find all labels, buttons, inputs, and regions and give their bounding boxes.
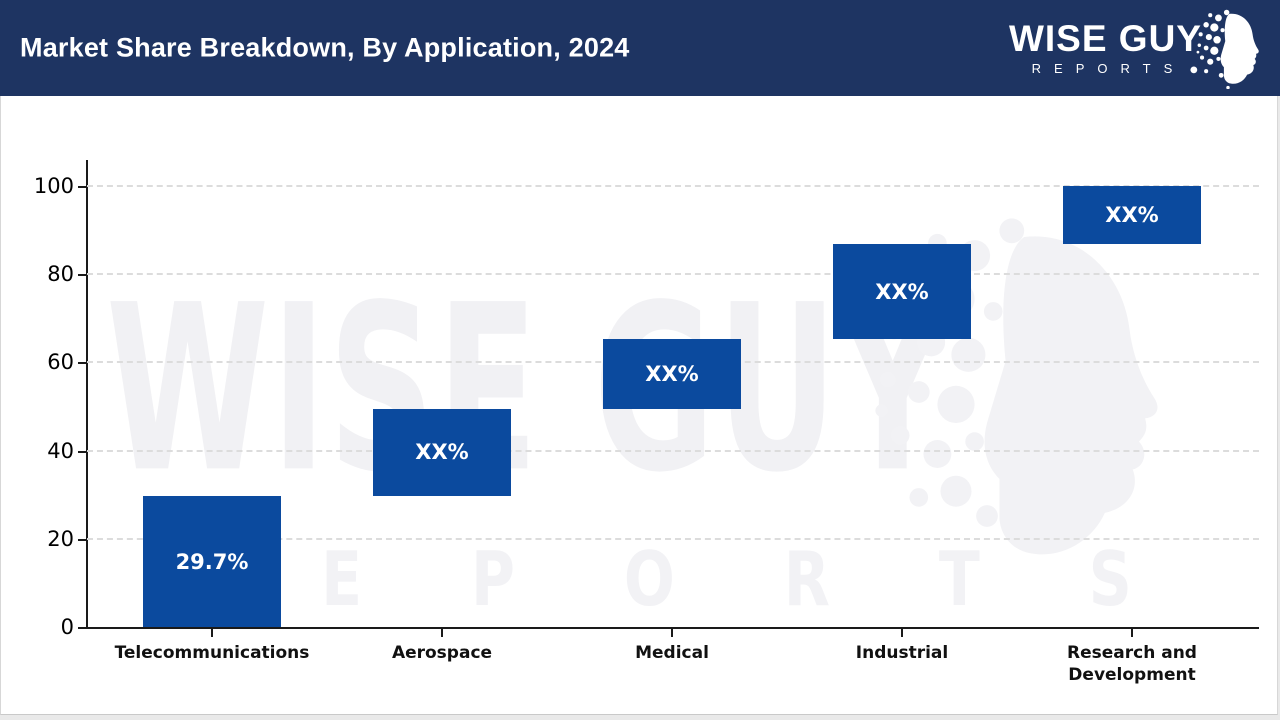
y-tick-label: 0	[60, 615, 74, 639]
y-tick-label: 40	[47, 438, 74, 463]
y-tick-label: 80	[47, 262, 74, 287]
y-axis-tick	[78, 274, 86, 277]
y-tick-label: 60	[47, 350, 74, 375]
bar-telecommunications: 29.7%	[143, 496, 281, 627]
wise-guy-reports-logo: WISE GUY REPORTS	[1009, 6, 1266, 90]
y-axis-tick	[78, 627, 86, 629]
x-tick-label: Industrial	[855, 643, 949, 663]
gridline	[87, 185, 1259, 187]
bar-value-label: XX%	[645, 361, 699, 386]
logo-text: WISE GUY REPORTS	[1009, 20, 1202, 76]
x-tick-label: Aerospace	[391, 643, 493, 663]
y-axis-tick	[78, 538, 86, 541]
x-axis-tick	[441, 629, 443, 637]
y-tick-label: 20	[47, 526, 74, 551]
x-axis-line	[86, 627, 1259, 629]
x-tick-label: Telecommunications	[114, 643, 310, 663]
bar-industrial: XX%	[833, 244, 971, 340]
x-tick-label: Medical	[635, 643, 709, 663]
bar-medical: XX%	[603, 339, 741, 409]
y-axis-tick	[78, 362, 86, 365]
gridline	[87, 273, 1259, 276]
head-profile-icon	[1190, 9, 1259, 89]
x-axis-tick	[1131, 629, 1133, 637]
x-tick-label: Research and Development	[1067, 643, 1197, 686]
x-axis-tick	[901, 629, 903, 637]
y-axis-tick	[78, 186, 86, 188]
y-axis-tick	[78, 450, 86, 453]
x-axis-tick	[671, 629, 673, 637]
chart-title: Market Share Breakdown, By Application, …	[20, 32, 630, 63]
gridline	[87, 537, 1259, 540]
bar-research-and-development: XX%	[1063, 186, 1201, 245]
y-axis-line	[86, 160, 88, 629]
x-axis-tick	[211, 629, 213, 637]
gridline	[87, 449, 1259, 452]
logo-reports-text: REPORTS	[1031, 61, 1186, 76]
y-tick-label: 100	[33, 174, 74, 198]
header-bar: Market Share Breakdown, By Application, …	[0, 0, 1280, 96]
bar-value-label: XX%	[415, 440, 469, 465]
plot-area: 0 20 40 60 80 100 29.7% Telecommunications XX% Ae…	[1, 96, 1279, 715]
logo-wise-guy-text: WISE GUY	[1008, 18, 1202, 59]
bar-value-label: 29.7%	[175, 549, 249, 574]
bar-value-label: XX%	[1105, 203, 1159, 228]
bar-value-label: XX%	[875, 279, 929, 304]
chart-area: WISE GUY R E P O R T S 0 20 40 60 80 100 29.7%…	[0, 96, 1278, 715]
bar-aerospace: XX%	[373, 408, 511, 497]
